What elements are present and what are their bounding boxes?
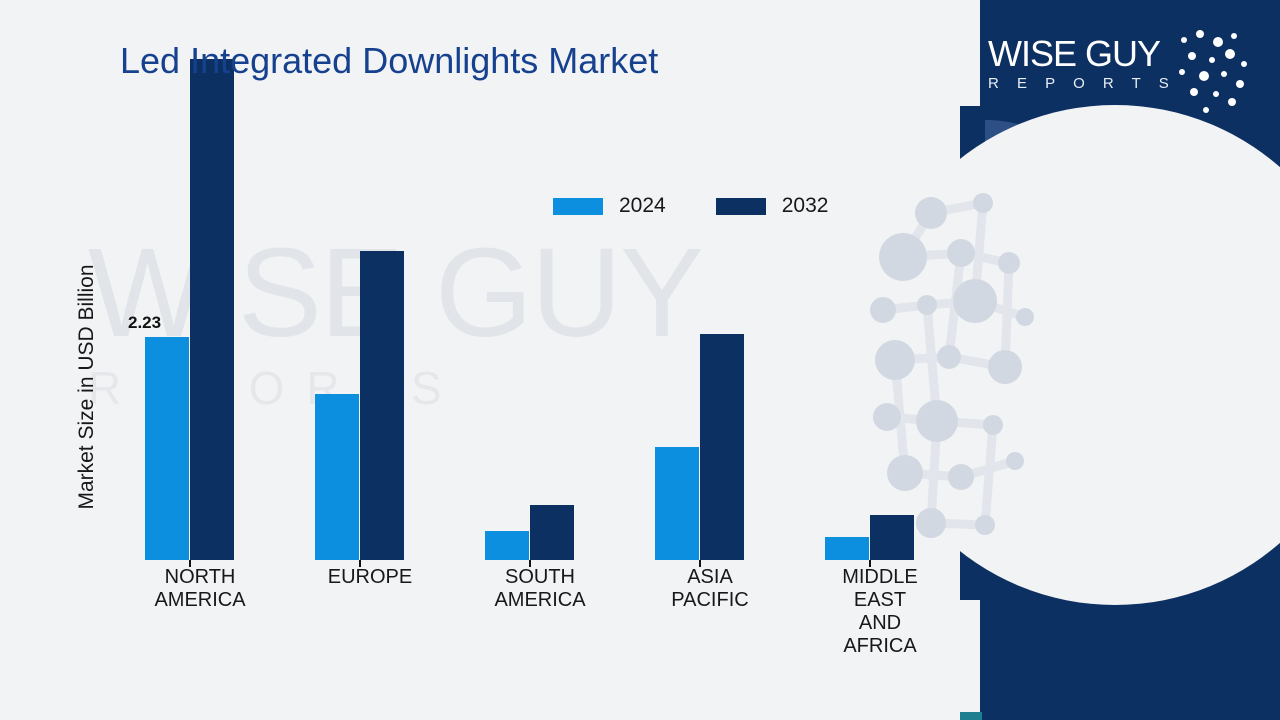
panel-notch-top: [960, 0, 980, 106]
bar-group: MIDDLE EAST AND AFRICA: [818, 0, 944, 657]
plot-area: Market Size in USD Billion 2.23 NORTH AME…: [75, 0, 960, 657]
legend-item-2032: 2032: [715, 194, 829, 218]
bar-2032[interactable]: [700, 334, 744, 560]
category-label: SOUTH AMERICA: [494, 566, 586, 611]
axis-tick: [869, 560, 871, 567]
axis-tick: [189, 560, 191, 567]
bar-2024[interactable]: [825, 537, 869, 560]
legend-label-2032: 2032: [781, 194, 829, 217]
bar-2032[interactable]: [870, 515, 914, 560]
legend-label-2024: 2024: [619, 194, 666, 217]
legend-item-2024: 2024: [553, 194, 666, 218]
panel-notch-bottom: [960, 600, 980, 720]
bar-group: ASIA PACIFIC: [648, 0, 774, 611]
bar-2032[interactable]: [360, 251, 404, 560]
bar-2032[interactable]: [530, 505, 574, 560]
bar-2032[interactable]: [190, 59, 234, 560]
wiseguy-logo: WISE GUY R E P O R T S: [988, 30, 1247, 113]
chart-legend: 2024 2032: [553, 194, 828, 218]
logo-subtitle: R E P O R T S: [988, 75, 1176, 92]
bar-group: 2.23 NORTH AMERICA: [128, 0, 264, 611]
axis-tick: [359, 560, 361, 567]
logo-wordmark: WISE GUY: [988, 33, 1161, 74]
category-label: NORTH AMERICA: [154, 566, 246, 611]
bar-group: EUROPE: [308, 0, 434, 588]
axis-tick: [699, 560, 701, 567]
category-label: MIDDLE EAST AND AFRICA: [842, 566, 918, 657]
legend-swatch-2024: [553, 197, 603, 215]
axis-tick: [529, 560, 531, 567]
bar-2024[interactable]: [315, 394, 359, 560]
brain-dots-pattern-icon: [865, 105, 1280, 605]
y-axis-label: Market Size in USD Billion: [75, 264, 98, 510]
bars-layer: 2.23 NORTH AMERICA EUROPE SOUTH AMERICA ASIA…: [100, 0, 960, 657]
bar-2024[interactable]: [145, 337, 189, 560]
legend-swatch-2032: [715, 197, 766, 215]
panel-teal-accent: [960, 712, 982, 720]
category-label: ASIA PACIFIC: [671, 566, 749, 611]
bar-value-label: 2.23: [128, 313, 162, 332]
logo-dots-icon: [1166, 28, 1250, 118]
bar-2024[interactable]: [485, 531, 529, 560]
category-label: EUROPE: [327, 566, 413, 588]
page-title: Led Integrated Downlights Market: [120, 40, 659, 81]
bar-2024[interactable]: [655, 447, 699, 560]
bar-group: SOUTH AMERICA: [478, 0, 604, 611]
